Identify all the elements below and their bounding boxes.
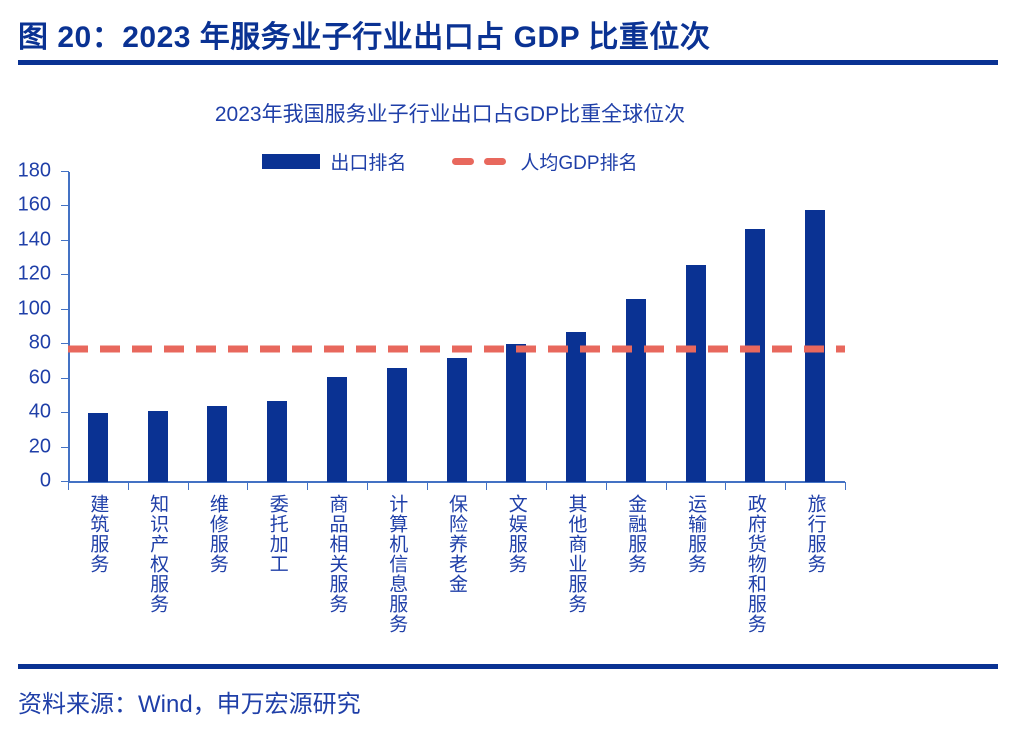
legend-dashed-line-swatch-icon bbox=[452, 154, 510, 169]
x-axis-category-label: 运输服务 bbox=[685, 494, 707, 574]
bar[interactable] bbox=[207, 406, 228, 482]
y-axis-tick: 100 bbox=[18, 297, 69, 319]
figure-header: 图 20：2023 年服务业子行业出口占 GDP 比重位次 bbox=[0, 0, 1016, 68]
x-axis-category-label: 文娱服务 bbox=[505, 494, 527, 574]
footer-divider bbox=[18, 664, 998, 669]
x-axis-tick bbox=[665, 482, 667, 490]
x-axis-category-label: 保险养老金 bbox=[446, 494, 467, 594]
y-axis-tick-label: 180 bbox=[17, 159, 51, 182]
x-axis-tick bbox=[68, 482, 69, 490]
legend-item-bar-series[interactable]: 出口排名 bbox=[262, 148, 406, 175]
y-axis-tick: 40 bbox=[29, 401, 69, 423]
legend-item-label: 人均GDP排名 bbox=[520, 153, 638, 174]
chart-title: 2023年我国服务业子行业出口占GDP比重全球位次 bbox=[214, 103, 686, 126]
y-axis-tick: 0 bbox=[40, 470, 69, 492]
x-axis bbox=[68, 481, 845, 483]
y-axis-tick: 20 bbox=[29, 435, 69, 457]
bar[interactable] bbox=[745, 228, 766, 482]
chart-container: 2023年我国服务业子行业出口占GDP比重全球位次 出口排名 人均GDP排名 0… bbox=[0, 68, 1016, 664]
bar[interactable] bbox=[685, 265, 706, 482]
y-axis-tick-label: 120 bbox=[17, 262, 51, 285]
y-axis-tick-label: 140 bbox=[17, 228, 51, 251]
y-axis-tick: 140 bbox=[18, 228, 69, 250]
y-axis-tick-label: 0 bbox=[39, 469, 51, 492]
bar[interactable] bbox=[267, 401, 288, 482]
x-axis-tick bbox=[546, 482, 548, 490]
y-axis-tick-label: 40 bbox=[28, 400, 51, 423]
y-axis-tick: 60 bbox=[29, 366, 69, 388]
x-axis-tick bbox=[307, 482, 309, 490]
x-axis-tick bbox=[605, 482, 607, 490]
x-axis-category-label: 计算机信息服务 bbox=[386, 494, 408, 634]
bar[interactable] bbox=[506, 344, 527, 482]
y-axis-tick: 160 bbox=[18, 194, 69, 216]
source-note: 资料来源：Wind，申万宏源研究 bbox=[18, 691, 361, 718]
x-axis-category-label: 商品相关服务 bbox=[326, 494, 348, 614]
bar[interactable] bbox=[386, 368, 407, 482]
legend-item-label: 出口排名 bbox=[330, 153, 407, 174]
y-axis-tick: 80 bbox=[29, 332, 69, 354]
y-axis-tick-label: 100 bbox=[17, 297, 51, 320]
x-axis-category-label: 金融服务 bbox=[625, 494, 647, 574]
x-axis-category-label: 委托加工 bbox=[266, 494, 288, 574]
x-axis-category-label: 知识产权服务 bbox=[147, 494, 169, 614]
x-axis-category-label: 维修服务 bbox=[206, 494, 228, 574]
x-axis-tick bbox=[187, 482, 189, 490]
y-axis-tick: 120 bbox=[18, 263, 69, 285]
bar[interactable] bbox=[147, 411, 168, 482]
x-axis-tick bbox=[725, 482, 727, 490]
bar[interactable] bbox=[625, 299, 646, 482]
x-axis-tick bbox=[486, 482, 488, 490]
x-axis-tick bbox=[785, 482, 787, 490]
x-axis-category-label: 其他商业服务 bbox=[565, 494, 587, 614]
y-axis-tick: 180 bbox=[18, 160, 69, 182]
header-divider bbox=[18, 60, 998, 65]
y-axis-tick-label: 20 bbox=[28, 435, 51, 458]
plot-area: 0 20 40 60 80 100 120 140 160 180 建筑服务 知识产权服务 维修服务 委… bbox=[18, 160, 846, 634]
y-axis bbox=[68, 172, 70, 482]
x-axis-tick bbox=[845, 482, 846, 490]
page-title: 图 20：2023 年服务业子行业出口占 GDP 比重位次 bbox=[18, 21, 711, 54]
x-axis-tick bbox=[426, 482, 428, 490]
x-axis-tick bbox=[247, 482, 249, 490]
legend-item-line-series[interactable]: 人均GDP排名 bbox=[452, 148, 638, 175]
y-axis-tick-label: 160 bbox=[17, 193, 51, 216]
gdp-rank-reference-line bbox=[68, 345, 845, 353]
x-axis-tick bbox=[366, 482, 368, 490]
bar[interactable] bbox=[87, 413, 108, 482]
bar[interactable] bbox=[566, 332, 587, 482]
x-axis-category-label: 建筑服务 bbox=[87, 494, 109, 574]
bar[interactable] bbox=[326, 376, 347, 482]
x-axis-tick bbox=[127, 482, 129, 490]
bar[interactable] bbox=[446, 358, 467, 482]
y-axis-tick-label: 60 bbox=[28, 366, 51, 389]
y-axis-tick-label: 80 bbox=[28, 331, 51, 354]
x-axis-category-label: 旅行服务 bbox=[804, 494, 826, 574]
chart-legend: 出口排名 人均GDP排名 bbox=[0, 148, 900, 175]
legend-bar-swatch-icon bbox=[262, 154, 321, 169]
x-axis-category-label: 政府货物和服务 bbox=[744, 494, 766, 634]
